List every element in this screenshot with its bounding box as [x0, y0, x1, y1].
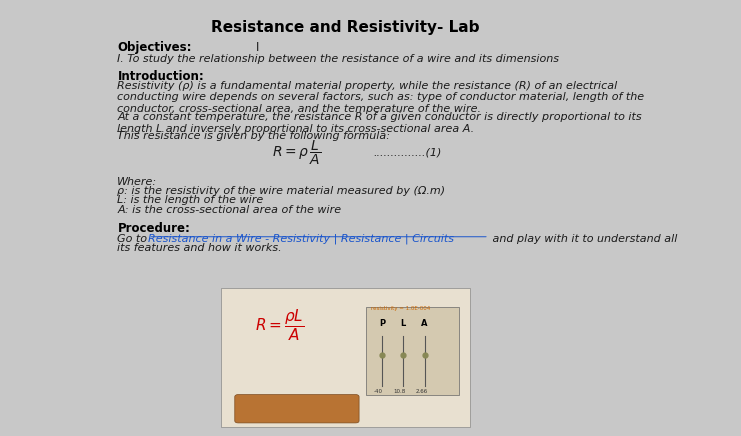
Text: -40: -40 [374, 389, 383, 394]
Text: resistivity = 1.0E-004: resistivity = 1.0E-004 [370, 306, 430, 311]
FancyBboxPatch shape [235, 395, 359, 423]
Text: This resistance is given by the following formula:: This resistance is given by the followin… [117, 131, 391, 141]
Text: 2.66: 2.66 [416, 389, 428, 394]
Text: Resistance and Resistivity- Lab: Resistance and Resistivity- Lab [211, 20, 479, 34]
Text: $R = \rho\,\dfrac{L}{A}$: $R = \rho\,\dfrac{L}{A}$ [272, 138, 322, 167]
Text: Resistivity (ρ) is a fundamental material property, while the resistance (R) of : Resistivity (ρ) is a fundamental materia… [117, 81, 645, 114]
FancyBboxPatch shape [366, 307, 459, 395]
Text: A: A [422, 319, 428, 328]
Text: ...............(1): ...............(1) [373, 148, 441, 157]
Text: At a constant temperature, the resistance R of a given conductor is directly pro: At a constant temperature, the resistanc… [117, 112, 642, 134]
FancyBboxPatch shape [221, 288, 470, 427]
Text: Introduction:: Introduction: [117, 70, 204, 83]
Text: 10.8: 10.8 [393, 389, 406, 394]
Text: and play with it to understand all: and play with it to understand all [489, 234, 677, 244]
Text: $R = \dfrac{\rho L}{A}$: $R = \dfrac{\rho L}{A}$ [256, 307, 305, 343]
Text: Go to: Go to [117, 234, 151, 244]
Text: I: I [256, 41, 259, 54]
Text: A: is the cross-sectional area of the wire: A: is the cross-sectional area of the wi… [117, 205, 342, 215]
Text: I. To study the relationship between the resistance of a wire and its dimensions: I. To study the relationship between the… [117, 54, 559, 64]
Text: Objectives:: Objectives: [117, 41, 192, 54]
Text: its features and how it works.: its features and how it works. [117, 243, 282, 253]
Text: Where:: Where: [117, 177, 158, 187]
Text: Procedure:: Procedure: [117, 222, 190, 235]
Text: Resistance in a Wire - Resistivity | Resistance | Circuits: Resistance in a Wire - Resistivity | Res… [148, 234, 454, 244]
Text: L: is the length of the wire: L: is the length of the wire [117, 195, 264, 205]
Text: P: P [379, 319, 385, 328]
Text: L: L [401, 319, 406, 328]
Text: ρ: is the resistivity of the wire material measured by (Ω.m): ρ: is the resistivity of the wire materi… [117, 186, 445, 196]
